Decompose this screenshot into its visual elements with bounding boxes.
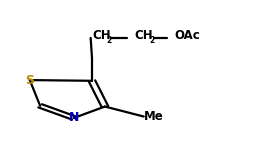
Text: Me: Me: [144, 110, 163, 123]
Text: S: S: [25, 74, 34, 87]
Text: OAc: OAc: [175, 29, 200, 42]
Text: CH: CH: [135, 29, 153, 42]
Text: 2: 2: [149, 36, 154, 45]
Text: 2: 2: [106, 36, 111, 45]
Text: N: N: [69, 112, 79, 124]
Text: CH: CH: [92, 29, 111, 42]
